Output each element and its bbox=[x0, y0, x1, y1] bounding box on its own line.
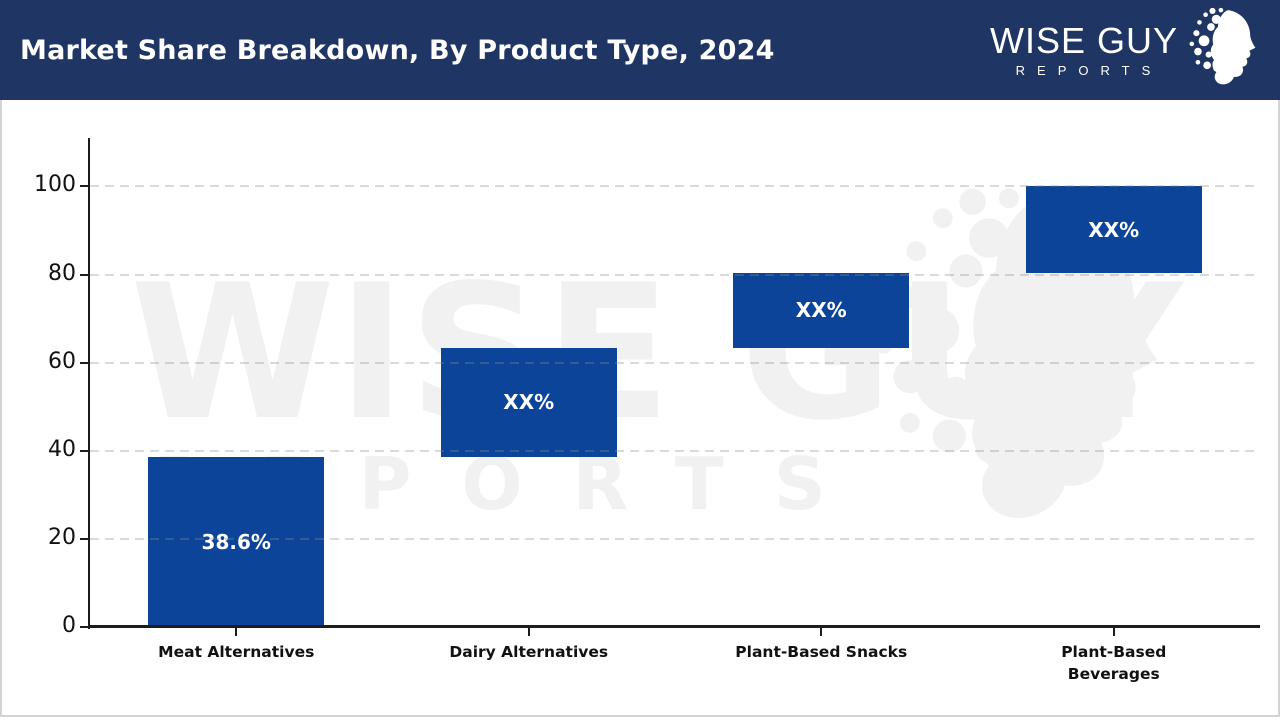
y-tick-mark-100 bbox=[80, 185, 88, 188]
y-tick-label-80: 80 bbox=[48, 260, 76, 286]
bar-1: 38.6% bbox=[148, 456, 325, 627]
watermark-head-icon bbox=[857, 155, 1187, 589]
bar-value-label-1: 38.6% bbox=[201, 529, 271, 554]
bar-value-label-4: XX% bbox=[1088, 217, 1140, 242]
y-tick-mark-0 bbox=[80, 626, 88, 628]
x-tick-label-1: Meat Alternatives bbox=[158, 643, 315, 661]
y-tick-label-20: 20 bbox=[48, 524, 76, 550]
y-tick-label-40: 40 bbox=[48, 436, 76, 462]
header-bar: Market Share Breakdown, By Product Type,… bbox=[0, 0, 1280, 100]
y-tick-mark-40 bbox=[80, 449, 88, 452]
bar-2: XX% bbox=[440, 347, 617, 457]
gridline-60 bbox=[90, 361, 1260, 364]
page-title: Market Share Breakdown, By Product Type,… bbox=[20, 34, 775, 66]
bar-4: XX% bbox=[1025, 186, 1202, 274]
y-tick-mark-20 bbox=[80, 537, 88, 540]
gridline-100 bbox=[90, 185, 1260, 188]
gridline-40 bbox=[90, 449, 1260, 452]
x-tick-mark-2 bbox=[527, 628, 530, 636]
x-tick-label-4: Plant-Based Beverages bbox=[1061, 643, 1167, 683]
bar-3: XX% bbox=[733, 273, 910, 348]
x-axis-line bbox=[88, 625, 1260, 628]
x-tick-label-3: Plant-Based Snacks bbox=[735, 643, 908, 661]
y-tick-label-100: 100 bbox=[34, 172, 76, 198]
logo-text: WISE GUY REPORTS bbox=[989, 19, 1178, 78]
y-tick-label-0: 0 bbox=[62, 613, 76, 638]
y-tick-label-60: 60 bbox=[48, 348, 76, 374]
bar-value-label-2: XX% bbox=[503, 390, 555, 415]
y-tick-mark-60 bbox=[80, 361, 88, 364]
x-tick-mark-4 bbox=[1112, 628, 1115, 636]
logo-reports-label: REPORTS bbox=[1015, 62, 1163, 78]
x-tick-label-2: Dairy Alternatives bbox=[449, 643, 609, 661]
chart-panel: WISE GUY REPORTS 0 20 40 60 80 100 38.6% Meat A… bbox=[0, 100, 1280, 717]
plot-area: 0 20 40 60 80 100 38.6% Meat Alternatives XX% Dai… bbox=[34, 138, 1260, 683]
bar-value-label-3: XX% bbox=[795, 298, 847, 323]
x-tick-mark-3 bbox=[820, 628, 823, 636]
dotted-head-icon bbox=[1180, 4, 1268, 96]
y-axis-line bbox=[88, 138, 90, 629]
x-tick-mark-1 bbox=[235, 628, 238, 636]
wise-guy-logo: WISE GUY REPORTS bbox=[990, 4, 1268, 96]
y-tick-mark-80 bbox=[80, 273, 88, 276]
logo-wordmark: WISE GUY bbox=[989, 19, 1178, 61]
gridline-80 bbox=[90, 273, 1260, 276]
gridline-20 bbox=[90, 537, 1260, 540]
